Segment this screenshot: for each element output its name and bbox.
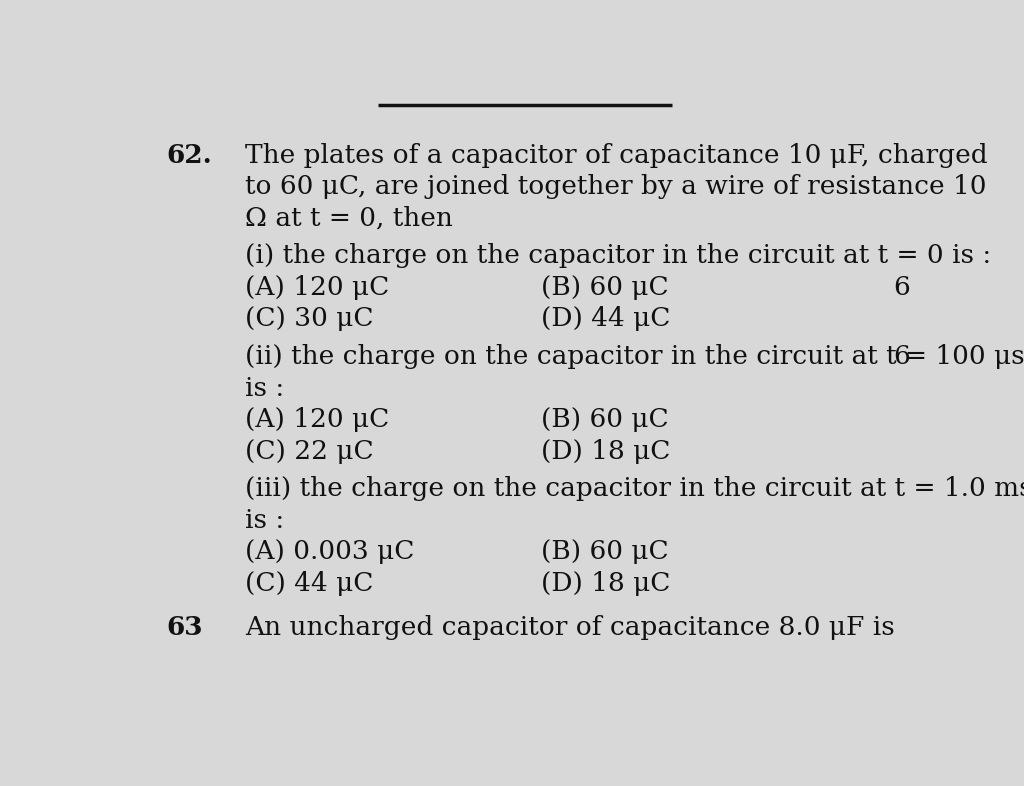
Text: (D) 44 μC: (D) 44 μC — [541, 307, 670, 332]
Text: Ω at t = 0, then: Ω at t = 0, then — [246, 206, 454, 230]
Text: 6: 6 — [893, 344, 909, 369]
Text: (A) 120 μC: (A) 120 μC — [246, 275, 390, 300]
Text: (C) 44 μC: (C) 44 μC — [246, 571, 374, 596]
Text: (C) 30 μC: (C) 30 μC — [246, 307, 374, 332]
Text: The plates of a capacitor of capacitance 10 μF, charged: The plates of a capacitor of capacitance… — [246, 143, 988, 167]
Text: (B) 60 μC: (B) 60 μC — [541, 275, 669, 300]
Text: (A) 120 μC: (A) 120 μC — [246, 407, 390, 432]
Text: (i) the charge on the capacitor in the circuit at t = 0 is :: (i) the charge on the capacitor in the c… — [246, 244, 991, 269]
Text: (ii) the charge on the capacitor in the circuit at t = 100 μs: (ii) the charge on the capacitor in the … — [246, 344, 1024, 369]
Text: to 60 μC, are joined together by a wire of resistance 10: to 60 μC, are joined together by a wire … — [246, 174, 987, 199]
Text: (B) 60 μC: (B) 60 μC — [541, 407, 669, 432]
Text: (D) 18 μC: (D) 18 μC — [541, 571, 670, 596]
Text: (D) 18 μC: (D) 18 μC — [541, 439, 670, 464]
Text: 63: 63 — [166, 615, 203, 640]
Text: (A) 0.003 μC: (A) 0.003 μC — [246, 539, 415, 564]
Text: 62.: 62. — [166, 143, 212, 167]
Text: (B) 60 μC: (B) 60 μC — [541, 539, 669, 564]
Text: is :: is : — [246, 376, 285, 401]
Text: An uncharged capacitor of capacitance 8.0 μF is: An uncharged capacitor of capacitance 8.… — [246, 615, 895, 640]
Text: 6: 6 — [893, 275, 909, 300]
Text: (iii) the charge on the capacitor in the circuit at t = 1.0 ms: (iii) the charge on the capacitor in the… — [246, 476, 1024, 501]
Text: is :: is : — [246, 508, 285, 533]
Text: (C) 22 μC: (C) 22 μC — [246, 439, 374, 464]
